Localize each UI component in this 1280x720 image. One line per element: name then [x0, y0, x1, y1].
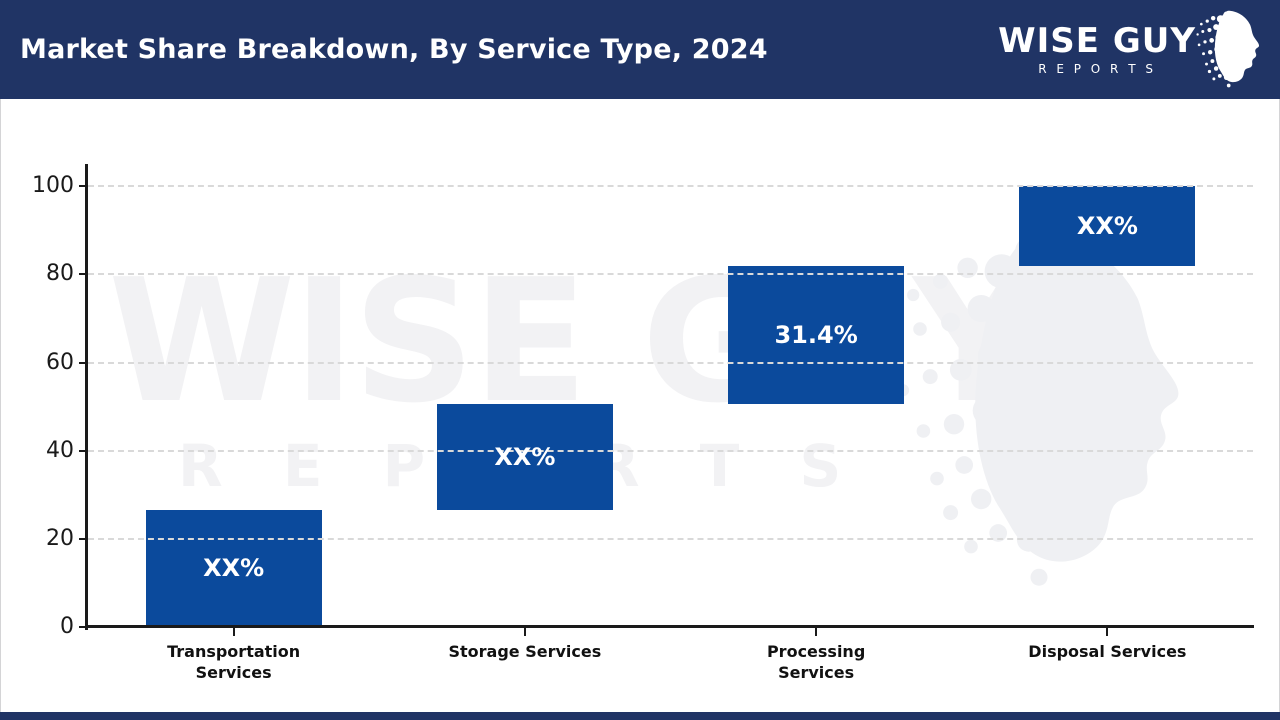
y-tick-label: 20 — [46, 525, 74, 551]
x-category-label: Processing Services — [766, 642, 866, 683]
header-band: Market Share Breakdown, By Service Type,… — [0, 0, 1280, 99]
bar-value-label: 31.4% — [774, 320, 858, 349]
gridline — [88, 185, 1253, 188]
y-tick-mark — [79, 537, 88, 540]
bar-segment — [728, 265, 905, 404]
y-axis-line — [85, 164, 88, 630]
x-category-label: Transportation Services — [167, 642, 301, 683]
y-tick-mark — [79, 361, 88, 364]
gridline — [88, 273, 1253, 276]
brand-text: WISE GUY R E P O R T S — [998, 24, 1196, 76]
bar-value-label: XX% — [203, 554, 265, 583]
x-tick-mark — [232, 627, 235, 636]
brand-head-icon — [1188, 9, 1262, 91]
gridline — [88, 449, 1253, 452]
x-axis-line — [85, 625, 1254, 628]
y-tick-label: 100 — [32, 173, 74, 199]
bar-value-label: XX% — [494, 442, 556, 471]
y-tick-mark — [79, 626, 88, 628]
chart-area: WISE GUY R E P O R T S XX%Transportation… — [0, 99, 1280, 712]
y-tick-label: 40 — [46, 437, 74, 463]
bar-segment — [436, 404, 613, 510]
chart-title: Market Share Breakdown, By Service Type,… — [20, 34, 768, 65]
brand-subtitle: R E P O R T S — [1038, 61, 1156, 76]
footer-bar — [0, 712, 1280, 720]
bar-segment — [145, 509, 322, 627]
y-tick-mark — [79, 273, 88, 276]
brand-logo: WISE GUY R E P O R T S — [998, 9, 1262, 91]
y-tick-mark — [79, 449, 88, 452]
y-tick-mark — [79, 185, 88, 188]
y-tick-label: 0 — [60, 614, 74, 639]
x-category-label: Storage Services — [448, 642, 602, 661]
x-tick-mark — [1106, 627, 1109, 636]
x-tick-mark — [523, 627, 526, 636]
y-tick-label: 80 — [46, 261, 74, 287]
bar-segment — [1019, 186, 1196, 266]
gridline — [88, 361, 1253, 364]
y-tick-label: 60 — [46, 349, 74, 375]
x-tick-mark — [815, 627, 818, 636]
brand-name: WISE GUY — [998, 20, 1196, 61]
bar-value-label: XX% — [1076, 211, 1138, 240]
gridline — [88, 537, 1253, 540]
x-category-label: Disposal Services — [1028, 642, 1187, 661]
